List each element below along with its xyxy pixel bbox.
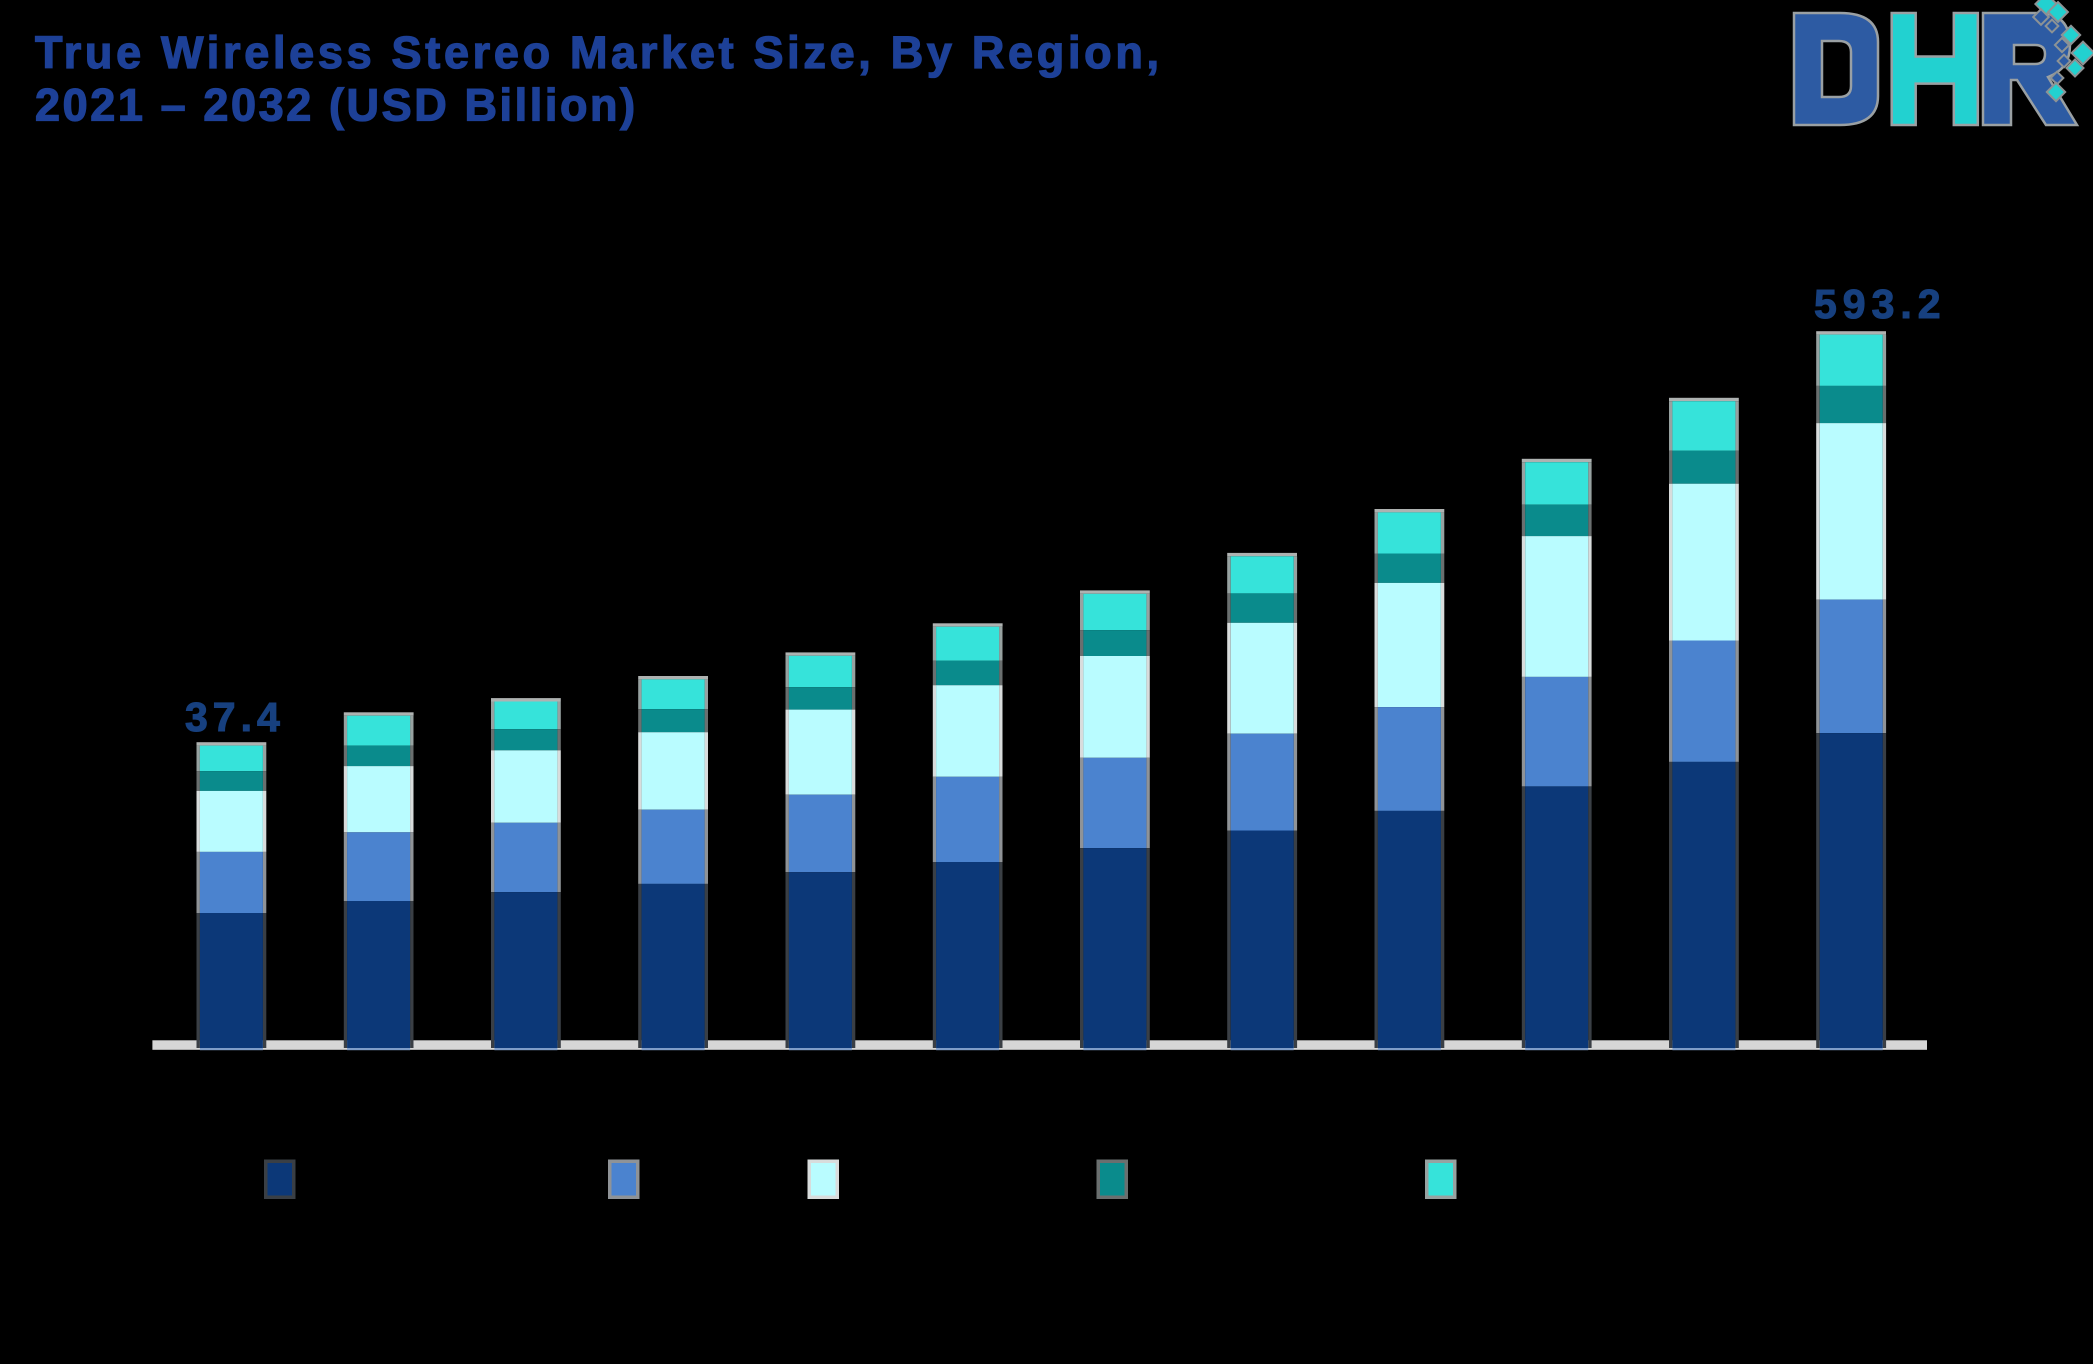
svg-text:593.2: 593.2 — [1814, 281, 1947, 327]
svg-text:2021 – 2032 (USD Billion): 2021 – 2032 (USD Billion) — [35, 80, 638, 131]
svg-text:True Wireless Stereo Market Si: True Wireless Stereo Market Size, By Reg… — [35, 27, 1163, 78]
svg-text:37.4: 37.4 — [185, 694, 285, 740]
